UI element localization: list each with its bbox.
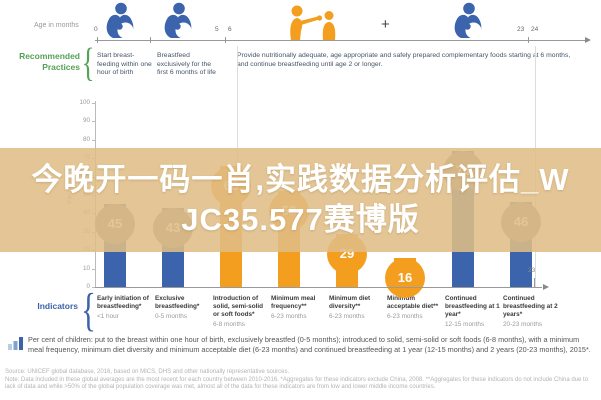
overlay-text-line-1: 今晚开一码一肖,实践数据分析评估_W — [31, 162, 570, 197]
indicator-age-range: 0-5 months — [155, 313, 187, 320]
recommendation-text: Breastfeed exclusively for the first 6 m… — [157, 52, 216, 77]
indicators-heading: Indicators — [37, 301, 78, 311]
timeline-arrow-icon — [585, 37, 591, 43]
y-tick-mark — [92, 103, 95, 104]
plus-icon: + — [381, 16, 390, 33]
timeline-tick-label: 0 — [94, 26, 98, 33]
y-tick-label: 10 — [82, 264, 90, 272]
timeline-tick-label: 23 — [517, 26, 525, 33]
indicator-label: Exclusive breastfeeding* 0-5 months — [155, 295, 210, 321]
y-tick-label: 0 — [86, 283, 90, 290]
breastfeeding-mother-icon — [100, 2, 140, 40]
indicator-name: Minimum acceptable diet** — [387, 295, 439, 310]
bar-value-badge: 16 — [385, 257, 425, 298]
timeline-tick-label: 5 — [215, 26, 219, 33]
indicator-age-range: 20-23 months — [503, 321, 543, 328]
recommendation-text: Start breast-feeding within one hour of … — [97, 52, 152, 77]
indicator-name: Continued breastfeeding at 2 years* — [503, 295, 558, 318]
indicator-age-range: 6-23 months — [329, 313, 365, 320]
indicator-age-range: 6-23 months — [271, 313, 307, 320]
mini-bar-chart-icon — [8, 336, 25, 350]
timeline-tick-label: 6 — [228, 26, 232, 33]
recommended-brace: { — [81, 40, 95, 86]
x-axis-line — [95, 287, 542, 288]
complementary-feeding-icon — [288, 4, 340, 40]
indicator-label: Minimum meal frequency** 6-23 months — [271, 295, 326, 321]
recommended-practices-heading: Recommended Practices — [19, 51, 80, 72]
indicators-brace: { — [81, 284, 96, 337]
indicator-label: Continued breastfeeding at 2 years* 20-23… — [503, 295, 558, 329]
indicator-label: Minimum acceptable diet** 6-23 months — [387, 295, 442, 321]
source-text: Source: UNICEF global database, 2016, ba… — [5, 369, 290, 375]
breastfeeding-mother-icon — [158, 2, 198, 40]
indicator-age-range: 12-15 months — [445, 321, 485, 328]
y-tick-label: 80 — [82, 135, 90, 143]
y-tick-mark — [92, 121, 95, 123]
x-axis-arrow-icon — [543, 284, 549, 290]
source-block: Source: UNICEF global database, 2016, ba… — [5, 369, 598, 392]
indicator-name: Introduction of solid, semi-solid or sof… — [213, 295, 264, 318]
y-tick-mark — [92, 139, 95, 141]
y-tick-label: 100 — [79, 99, 90, 106]
indicator-age-range: 6-8 months — [213, 321, 245, 328]
overlay-banner: 今晚开一码一肖,实践数据分析评估_W JC35.577赛博版 — [0, 148, 601, 252]
indicator-name: Early initiation of breastfeeding* — [97, 295, 149, 310]
timeline-tick — [528, 37, 529, 43]
indicator-label: Continued breastfeeding at 1 year* 12-15 … — [445, 295, 500, 329]
indicator-name: Exclusive breastfeeding* — [155, 295, 200, 310]
y-tick-mark — [92, 287, 95, 288]
timeline-tick-label: 24 — [531, 26, 539, 33]
indicator-label: Introduction of solid, semi-solid or sof… — [213, 295, 268, 329]
indicator-name: Continued breastfeeding at 1 year* — [445, 295, 500, 318]
breastfeeding-mother-icon — [448, 2, 488, 40]
note-text: Note: Data included in these global aver… — [5, 376, 589, 391]
footnote-text: Per cent of children: put to the breast … — [28, 335, 591, 354]
timeline-axis — [95, 40, 585, 41]
indicator-age-range: 6-23 months — [387, 313, 423, 320]
age-in-months-label: Age in months — [34, 22, 79, 29]
timeline-tick — [97, 37, 98, 43]
x-axis-end-tick — [534, 278, 535, 287]
overlay-text-line-2: JC35.577赛博版 — [181, 202, 420, 237]
y-tick-mark — [92, 268, 95, 270]
indicator-label: Minimum diet diversity** 6-23 months — [329, 295, 384, 321]
indicator-name: Minimum meal frequency** — [271, 295, 316, 310]
timeline-tick — [150, 37, 151, 43]
indicator-label: Early initiation of breastfeeding* <1 hou… — [97, 295, 152, 321]
x-axis-end-label: 23 — [528, 267, 536, 274]
indicator-age-range: <1 hour — [97, 313, 119, 320]
timeline-tick — [225, 37, 226, 43]
recommendation-text: Provide nutritionally adequate, age appr… — [237, 52, 571, 68]
y-tick-label: 90 — [82, 117, 90, 125]
indicator-name: Minimum diet diversity** — [329, 295, 371, 310]
